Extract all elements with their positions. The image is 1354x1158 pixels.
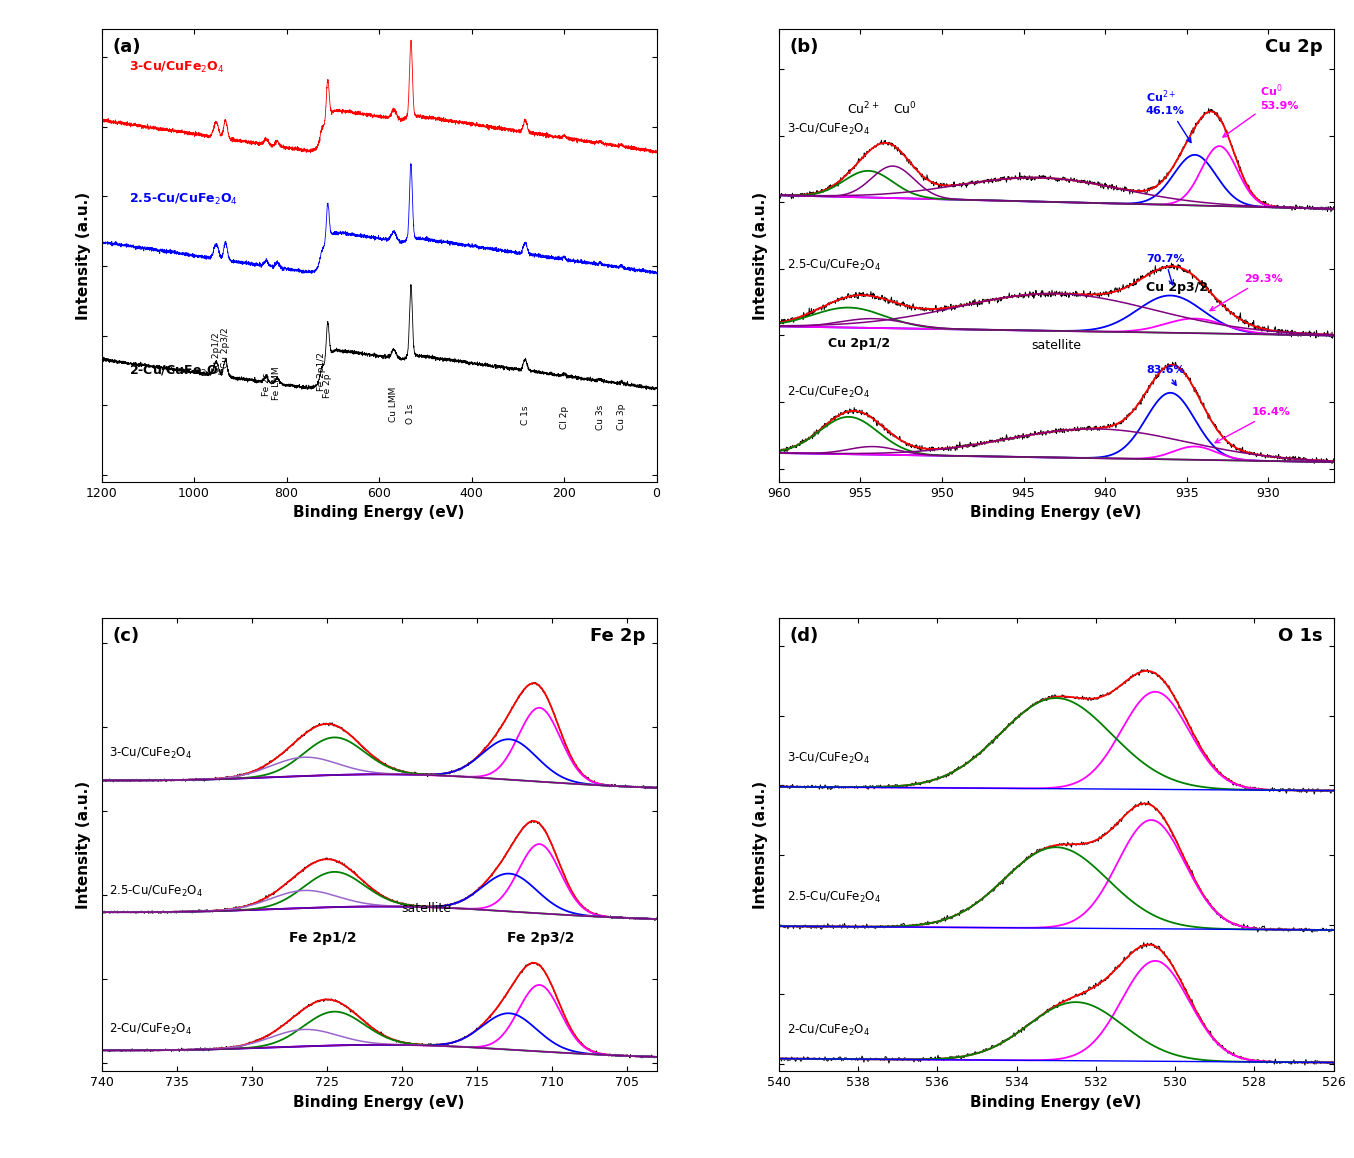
Text: Cu$^0$
53.9%: Cu$^0$ 53.9% [1223,82,1298,137]
Text: 3-Cu/CuFe$_2$O$_4$: 3-Cu/CuFe$_2$O$_4$ [787,750,869,765]
Y-axis label: Intensity (a.u.): Intensity (a.u.) [76,191,91,320]
Text: (b): (b) [789,38,819,56]
Text: (a): (a) [112,38,141,56]
Text: 2.5-Cu/CuFe$_2$O$_4$: 2.5-Cu/CuFe$_2$O$_4$ [110,884,203,899]
Text: 2.5-Cu/CuFe$_2$O$_4$: 2.5-Cu/CuFe$_2$O$_4$ [787,891,880,906]
Text: (d): (d) [789,628,819,645]
Text: 3-Cu/CuFe$_2$O$_4$: 3-Cu/CuFe$_2$O$_4$ [787,122,869,137]
Text: 2-Cu/CuFe$_2$O$_4$: 2-Cu/CuFe$_2$O$_4$ [787,384,869,400]
Y-axis label: Intensity (a.u.): Intensity (a.u.) [76,780,91,909]
Text: 2.5-Cu/CuFe$_2$O$_4$: 2.5-Cu/CuFe$_2$O$_4$ [129,192,238,207]
Text: 2.5-Cu/CuFe$_2$O$_4$: 2.5-Cu/CuFe$_2$O$_4$ [787,258,881,273]
Text: Fe 2p1/2: Fe 2p1/2 [288,931,356,945]
Text: 3-Cu/CuFe$_2$O$_4$: 3-Cu/CuFe$_2$O$_4$ [110,746,192,762]
X-axis label: Binding Energy (eV): Binding Energy (eV) [294,506,464,520]
Text: Cu$^0$: Cu$^0$ [892,101,917,117]
Text: 2-Cu/CuFe$_2$O$_4$: 2-Cu/CuFe$_2$O$_4$ [787,1023,869,1038]
Text: Cu$^{2+}$
46.1%: Cu$^{2+}$ 46.1% [1145,88,1192,142]
Text: C 1s: C 1s [521,405,529,425]
Text: Cu$^{2+}$: Cu$^{2+}$ [848,101,880,117]
Text: (c): (c) [112,628,139,645]
Text: Fe 2p3/2: Fe 2p3/2 [506,931,574,945]
Text: Cu LMM: Cu LMM [390,387,398,423]
Text: 2-Cu/CuFe$_2$O$_4$: 2-Cu/CuFe$_2$O$_4$ [110,1021,192,1036]
Text: Fe 2s: Fe 2s [261,372,271,396]
X-axis label: Binding Energy (eV): Binding Energy (eV) [971,1094,1141,1109]
Text: Cu 2p: Cu 2p [1265,38,1323,56]
X-axis label: Binding Energy (eV): Binding Energy (eV) [294,1094,464,1109]
Text: satellite: satellite [402,902,452,915]
Text: Cu 2p1/2: Cu 2p1/2 [827,337,890,351]
Text: 3-Cu/CuFe$_2$O$_4$: 3-Cu/CuFe$_2$O$_4$ [129,60,225,75]
Text: Fe 2p: Fe 2p [590,628,646,645]
Text: O 1s: O 1s [406,403,416,424]
Text: 70.7%: 70.7% [1145,254,1185,285]
Text: Fe LMM: Fe LMM [272,366,280,400]
Text: Cu 3s: Cu 3s [596,405,605,431]
X-axis label: Binding Energy (eV): Binding Energy (eV) [971,506,1141,520]
Text: Fe 2p: Fe 2p [324,374,332,398]
Text: 2-Cu/CuFe$_2$O$_4$: 2-Cu/CuFe$_2$O$_4$ [129,364,225,379]
Text: Cl 2p: Cl 2p [559,406,569,430]
Text: Fe 2p1/2: Fe 2p1/2 [317,352,326,391]
Text: satellite: satellite [1032,339,1082,352]
Text: Cu 2p3/2: Cu 2p3/2 [221,327,230,368]
Text: 83.6%: 83.6% [1145,365,1185,386]
Text: Cu 2p3/2: Cu 2p3/2 [1145,281,1208,294]
Text: Cu 2p1/2: Cu 2p1/2 [211,332,221,373]
Y-axis label: Intensity (a.u.): Intensity (a.u.) [753,191,768,320]
Y-axis label: Intensity (a.u.): Intensity (a.u.) [753,780,768,909]
Text: O 1s: O 1s [1278,628,1323,645]
Text: 16.4%: 16.4% [1215,408,1290,442]
Text: 29.3%: 29.3% [1210,274,1282,310]
Text: Cu 3p: Cu 3p [617,404,626,431]
